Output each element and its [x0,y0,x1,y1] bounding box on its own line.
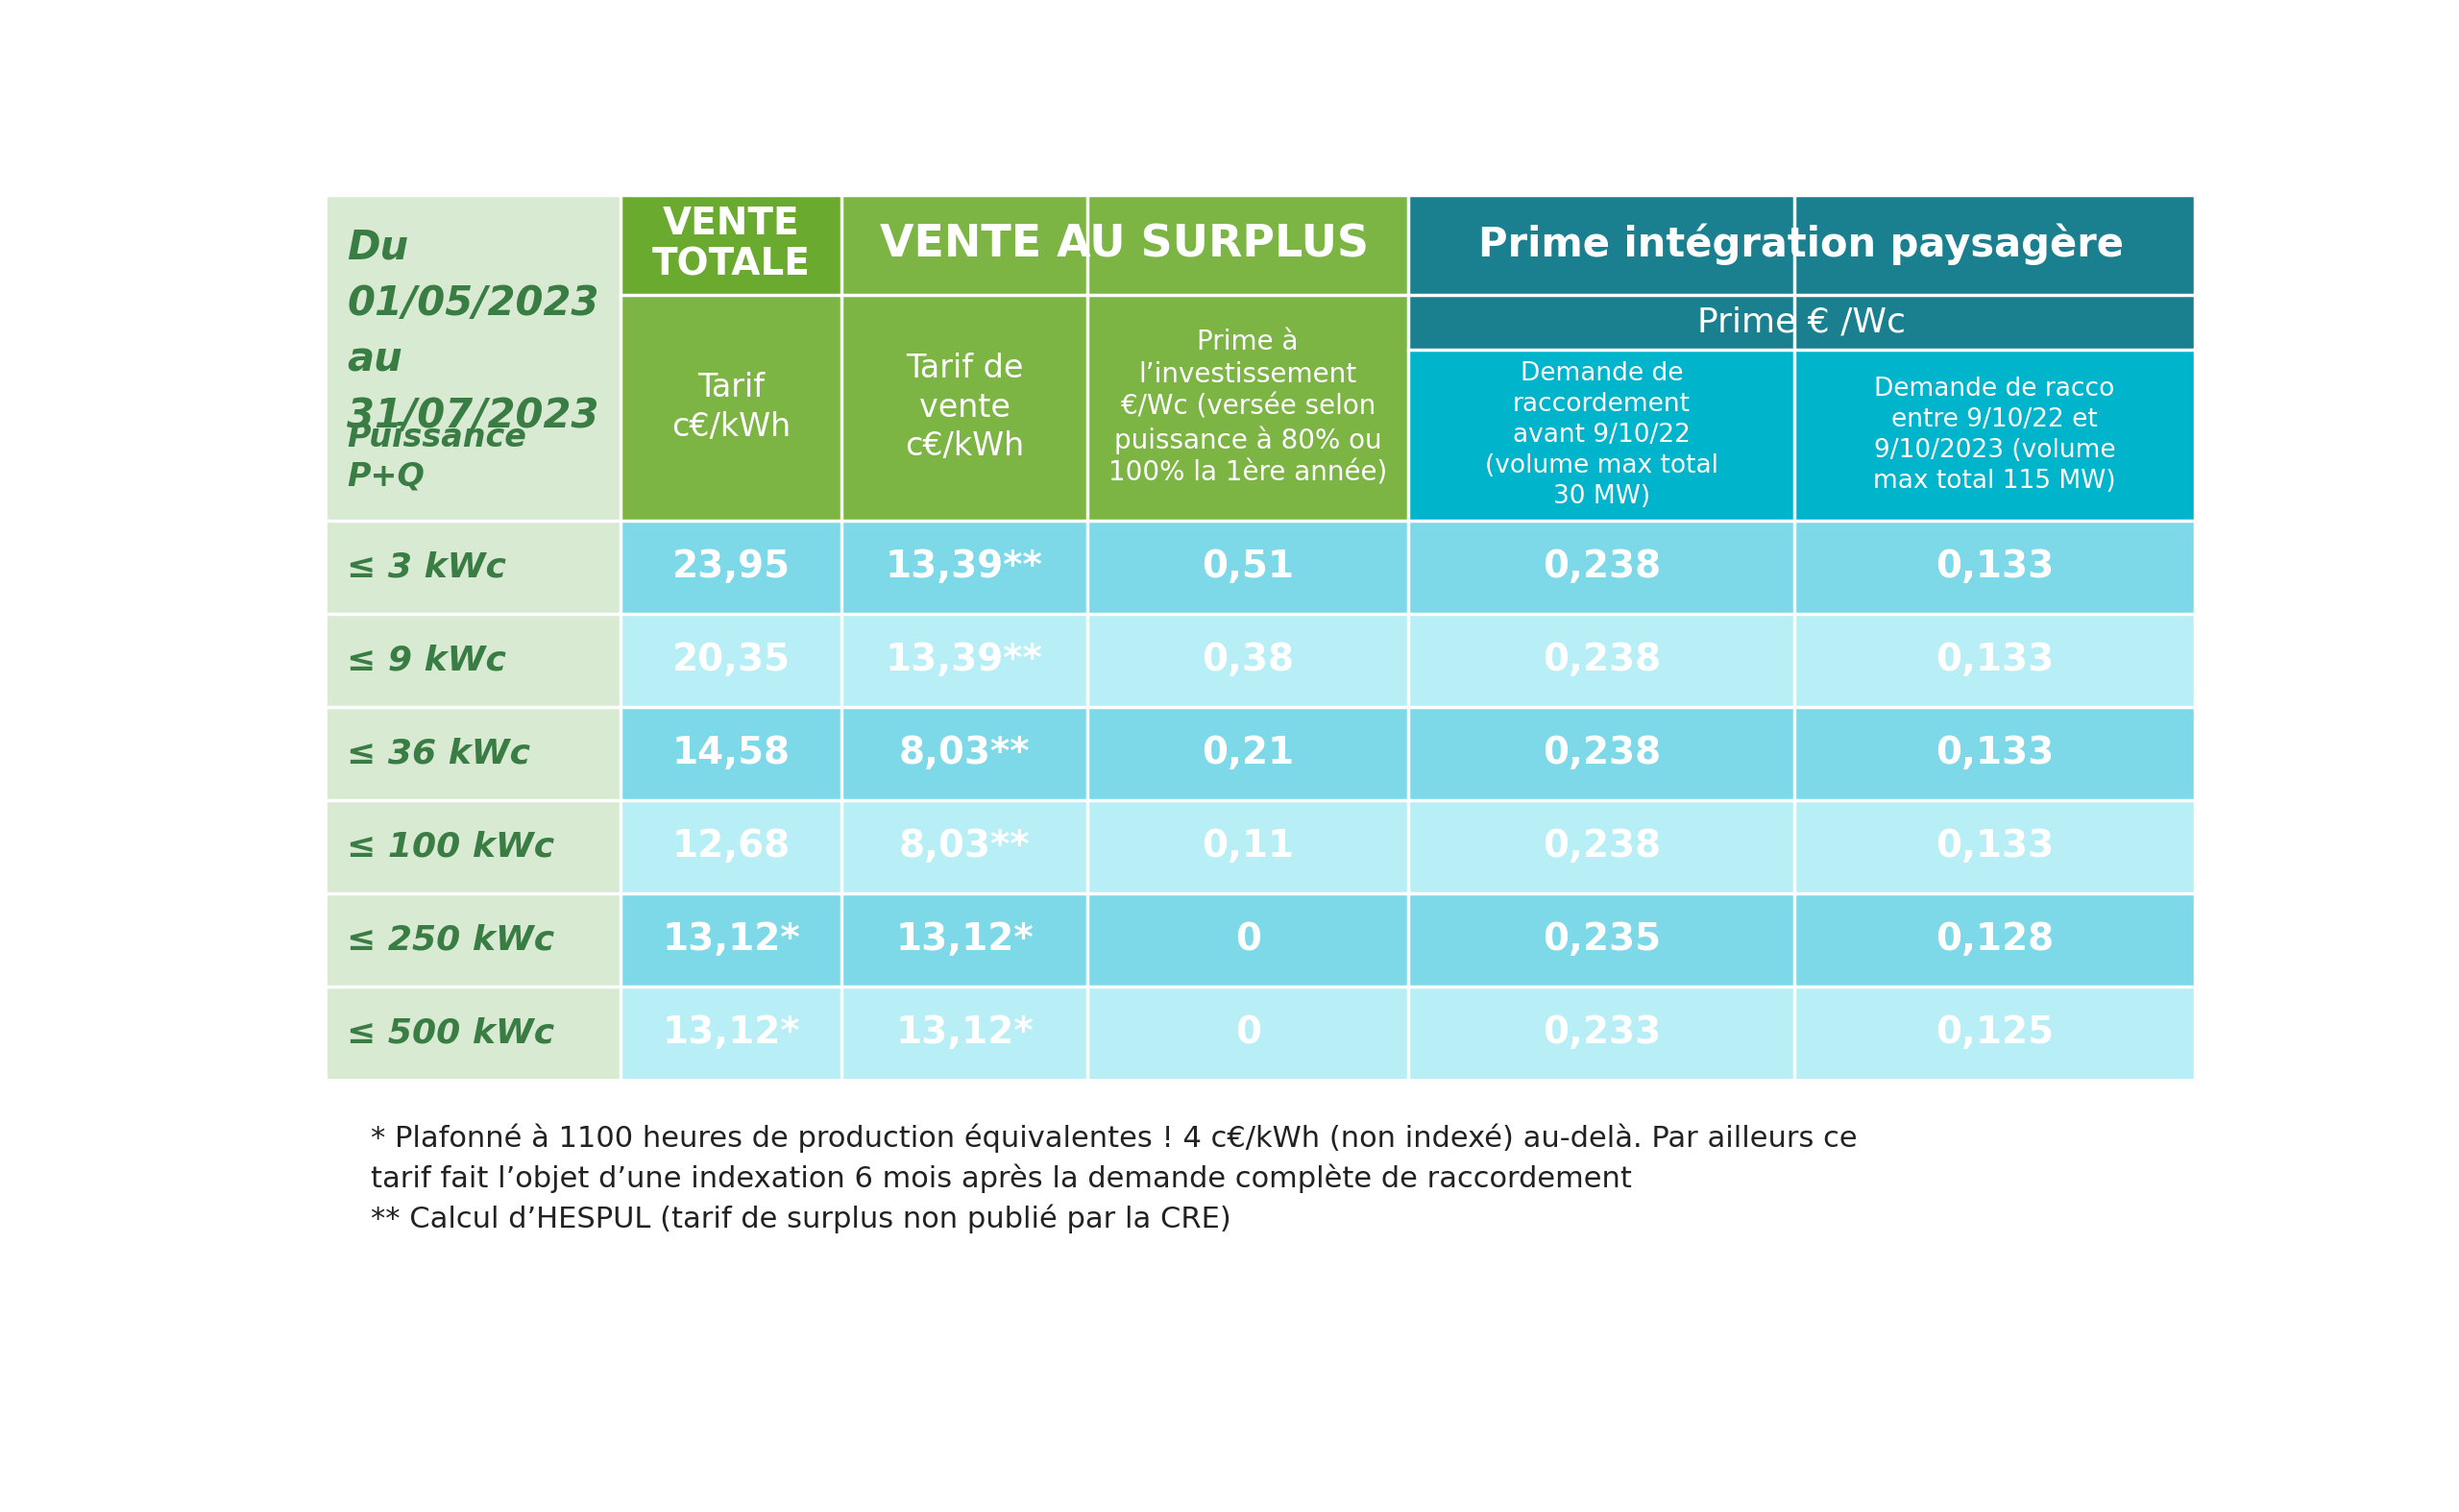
Bar [1795,614,2193,706]
Text: VENTE
TOTALE: VENTE TOTALE [652,206,809,283]
Bar [327,800,620,894]
Text: 0,11: 0,11 [1202,829,1293,865]
Text: 0,238: 0,238 [1542,829,1660,865]
Text: ≤ 36 kWc: ≤ 36 kWc [347,736,531,770]
Bar [1087,295,1409,520]
Text: ≤ 500 kWc: ≤ 500 kWc [347,1016,553,1049]
Text: 0,125: 0,125 [1935,1015,2053,1051]
Text: 0,238: 0,238 [1542,641,1660,679]
Text: 0,21: 0,21 [1202,735,1293,771]
Text: ≤ 9 kWc: ≤ 9 kWc [347,644,507,676]
Text: Tarif de
vente
c€/kWh: Tarif de vente c€/kWh [905,352,1023,463]
Bar [1409,195,2193,295]
Bar [620,614,841,706]
Text: Du
01/05/2023
au
31/07/2023: Du 01/05/2023 au 31/07/2023 [347,227,600,435]
Bar [620,894,841,986]
Bar [1795,894,2193,986]
Bar [841,195,1409,295]
Bar [1087,800,1409,894]
Bar [1087,520,1409,614]
Text: 0,128: 0,128 [1935,921,2053,959]
Bar [1795,706,2193,800]
Bar [1087,706,1409,800]
Text: 13,39**: 13,39** [885,549,1043,585]
Text: ≤ 100 kWc: ≤ 100 kWc [347,830,553,863]
Text: * Plafonné à 1100 heures de production équivalentes ! 4 c€/kWh (non indexé) au-d: * Plafonné à 1100 heures de production é… [371,1123,1857,1152]
Bar [620,195,841,295]
Text: 0,133: 0,133 [1935,829,2053,865]
Text: 0,238: 0,238 [1542,735,1660,771]
Bar [327,195,620,1083]
Text: 0: 0 [1234,921,1261,959]
Text: 0,238: 0,238 [1542,549,1660,585]
Text: 13,12*: 13,12* [895,921,1033,959]
Text: 0: 0 [1234,1015,1261,1051]
Text: 13,12*: 13,12* [661,1015,799,1051]
Text: 0,133: 0,133 [1935,549,2053,585]
Bar [1409,520,1795,614]
Bar [327,706,620,800]
Bar [1409,351,1795,520]
Bar [1795,520,2193,614]
Text: 20,35: 20,35 [671,641,789,679]
Bar [841,894,1087,986]
Bar [841,800,1087,894]
Bar [841,986,1087,1080]
Text: Demande de
raccordement
avant 9/10/22
(volume max total
30 MW): Demande de raccordement avant 9/10/22 (v… [1485,361,1719,510]
Text: Prime à
l’investissement
€/Wc (versée selon
puissance à 80% ou
100% la 1ère anné: Prime à l’investissement €/Wc (versée se… [1109,328,1387,487]
Bar [1087,986,1409,1080]
Bar [1795,986,2193,1080]
Text: tarif fait l’objet d’une indexation 6 mois après la demande complète de raccorde: tarif fait l’objet d’une indexation 6 mo… [371,1164,1633,1193]
Text: 14,58: 14,58 [671,735,789,771]
Text: ** Calcul d’HESPUL (tarif de surplus non publié par la CRE): ** Calcul d’HESPUL (tarif de surplus non… [371,1205,1232,1234]
Text: 13,12*: 13,12* [661,921,799,959]
Bar [841,520,1087,614]
Text: 0,233: 0,233 [1542,1015,1660,1051]
Bar [620,520,841,614]
Bar [1409,800,1795,894]
Bar [841,706,1087,800]
Text: 12,68: 12,68 [671,829,789,865]
Text: Tarif
c€/kWh: Tarif c€/kWh [671,372,792,443]
Text: 0,38: 0,38 [1202,641,1293,679]
Text: 0,133: 0,133 [1935,641,2053,679]
Text: 0,133: 0,133 [1935,735,2053,771]
Text: 23,95: 23,95 [671,549,789,585]
Bar [1409,894,1795,986]
Bar [1409,295,2193,351]
Bar [1409,614,1795,706]
Text: ≤ 250 kWc: ≤ 250 kWc [347,924,553,956]
Text: Demande de racco
entre 9/10/22 et
9/10/2023 (volume
max total 115 MW): Demande de racco entre 9/10/22 et 9/10/2… [1874,376,2115,494]
Text: 8,03**: 8,03** [900,735,1030,771]
Text: ≤ 3 kWc: ≤ 3 kWc [347,550,507,584]
Text: Prime € /Wc: Prime € /Wc [1697,305,1906,339]
Bar [1795,351,2193,520]
Bar [620,800,841,894]
Bar [841,614,1087,706]
Bar [1409,706,1795,800]
Bar [620,706,841,800]
Bar [841,295,1087,520]
Text: Puissance
P+Q: Puissance P+Q [347,422,526,493]
Bar [1087,614,1409,706]
Bar [1087,894,1409,986]
Bar [620,986,841,1080]
Text: VENTE AU SURPLUS: VENTE AU SURPLUS [880,224,1370,266]
Text: 13,39**: 13,39** [885,641,1043,679]
Text: 8,03**: 8,03** [900,829,1030,865]
Bar [327,614,620,706]
Bar [327,894,620,986]
Bar [327,520,620,614]
Bar [620,295,841,520]
Text: 13,12*: 13,12* [895,1015,1033,1051]
Bar [1409,986,1795,1080]
Text: Prime intégration paysagère: Prime intégration paysagère [1478,224,2125,266]
Bar [327,986,620,1080]
Text: 0,51: 0,51 [1202,549,1293,585]
Text: 0,235: 0,235 [1542,921,1660,959]
Bar [1795,800,2193,894]
